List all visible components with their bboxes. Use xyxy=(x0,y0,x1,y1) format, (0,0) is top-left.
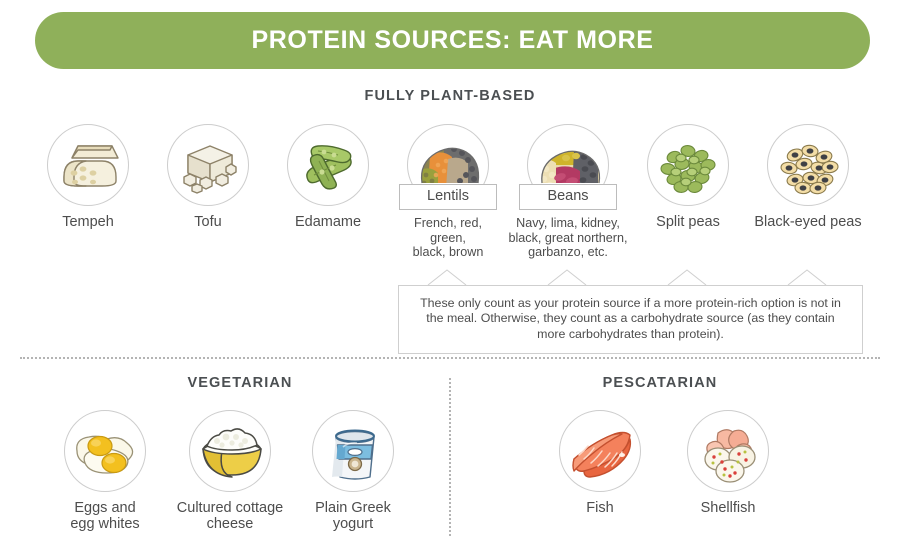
plant-item-split-peas-icon: Split peas xyxy=(623,124,753,230)
callout-box: These only count as your protein source … xyxy=(398,285,863,355)
item-label: Edamame xyxy=(294,214,362,230)
callout-pointers xyxy=(427,269,827,286)
header-banner: PROTEIN SOURCES: EAT MORE xyxy=(35,12,870,69)
plant-item-beans-icon: Beans Navy, lima, kidney, black, great no… xyxy=(503,124,633,259)
section-heading-pescatarian: PESCATARIAN xyxy=(602,375,718,391)
vegetarian-item-eggs-icon: Eggs and egg whites xyxy=(40,410,170,532)
plant-item-edamame-icon: Edamame xyxy=(263,124,393,230)
plant-item-tofu-icon: Tofu xyxy=(143,124,273,230)
item-label: Split peas xyxy=(656,214,720,230)
tofu-icon xyxy=(167,124,249,206)
vertical-divider xyxy=(449,378,451,536)
fish-icon xyxy=(559,410,641,492)
greek-yogurt-icon xyxy=(312,410,394,492)
item-label: Tofu xyxy=(194,214,222,230)
page-title: PROTEIN SOURCES: EAT MORE xyxy=(251,26,654,54)
item-label: Plain Greek yogurt xyxy=(315,500,391,532)
horizontal-divider xyxy=(20,357,880,359)
shellfish-icon xyxy=(687,410,769,492)
item-label: Fish xyxy=(586,500,614,516)
plant-item-tempeh-icon: Tempeh xyxy=(23,124,153,230)
plant-item-black-eyed-peas-icon: Black-eyed peas xyxy=(743,124,873,230)
sub-label-beans-icon: Navy, lima, kidney, black, great norther… xyxy=(508,216,628,259)
item-label: Eggs and egg whites xyxy=(70,500,140,532)
item-label: Black-eyed peas xyxy=(754,214,862,230)
tempeh-icon xyxy=(47,124,129,206)
split-peas-icon xyxy=(647,124,729,206)
eggs-icon xyxy=(64,410,146,492)
pescatarian-item-fish-icon: Fish xyxy=(535,410,665,516)
section-heading-vegetarian: VEGETARIAN xyxy=(187,375,293,391)
cottage-cheese-icon xyxy=(189,410,271,492)
pescatarian-item-shellfish-icon: Shellfish xyxy=(663,410,793,516)
section-heading-plant-based: FULLY PLANT-BASED xyxy=(364,88,536,104)
boxed-label-lentils-icon: Lentils xyxy=(399,184,497,210)
item-label: Shellfish xyxy=(700,500,756,516)
boxed-label-beans-icon: Beans xyxy=(519,184,617,210)
item-label: Tempeh xyxy=(62,214,114,230)
edamame-icon xyxy=(287,124,369,206)
vegetarian-item-cottage-cheese-icon: Cultured cottage cheese xyxy=(165,410,295,532)
sub-label-lentils-icon: French, red, green, black, brown xyxy=(412,216,484,259)
vegetarian-item-greek-yogurt-icon: Plain Greek yogurt xyxy=(288,410,418,532)
item-label: Cultured cottage cheese xyxy=(176,500,284,532)
plant-item-lentils-icon: Lentils French, red, green, black, brown xyxy=(383,124,513,259)
black-eyed-peas-icon xyxy=(767,124,849,206)
